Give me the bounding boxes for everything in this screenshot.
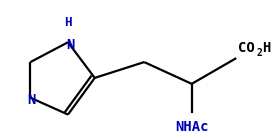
Text: H: H xyxy=(262,41,270,55)
Text: N: N xyxy=(66,38,74,52)
Text: CO: CO xyxy=(238,41,255,55)
Text: H: H xyxy=(64,16,72,29)
Text: N: N xyxy=(27,93,35,107)
Text: NHAc: NHAc xyxy=(175,120,209,134)
Text: 2: 2 xyxy=(256,48,262,58)
